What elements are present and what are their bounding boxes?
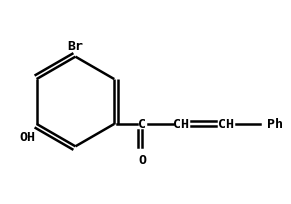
Text: C: C <box>138 117 146 130</box>
Text: O: O <box>138 153 146 166</box>
Text: Ph: Ph <box>267 117 283 130</box>
Text: CH: CH <box>173 117 189 130</box>
Text: Br: Br <box>67 40 83 52</box>
Text: OH: OH <box>19 131 35 143</box>
Text: CH: CH <box>218 117 234 130</box>
